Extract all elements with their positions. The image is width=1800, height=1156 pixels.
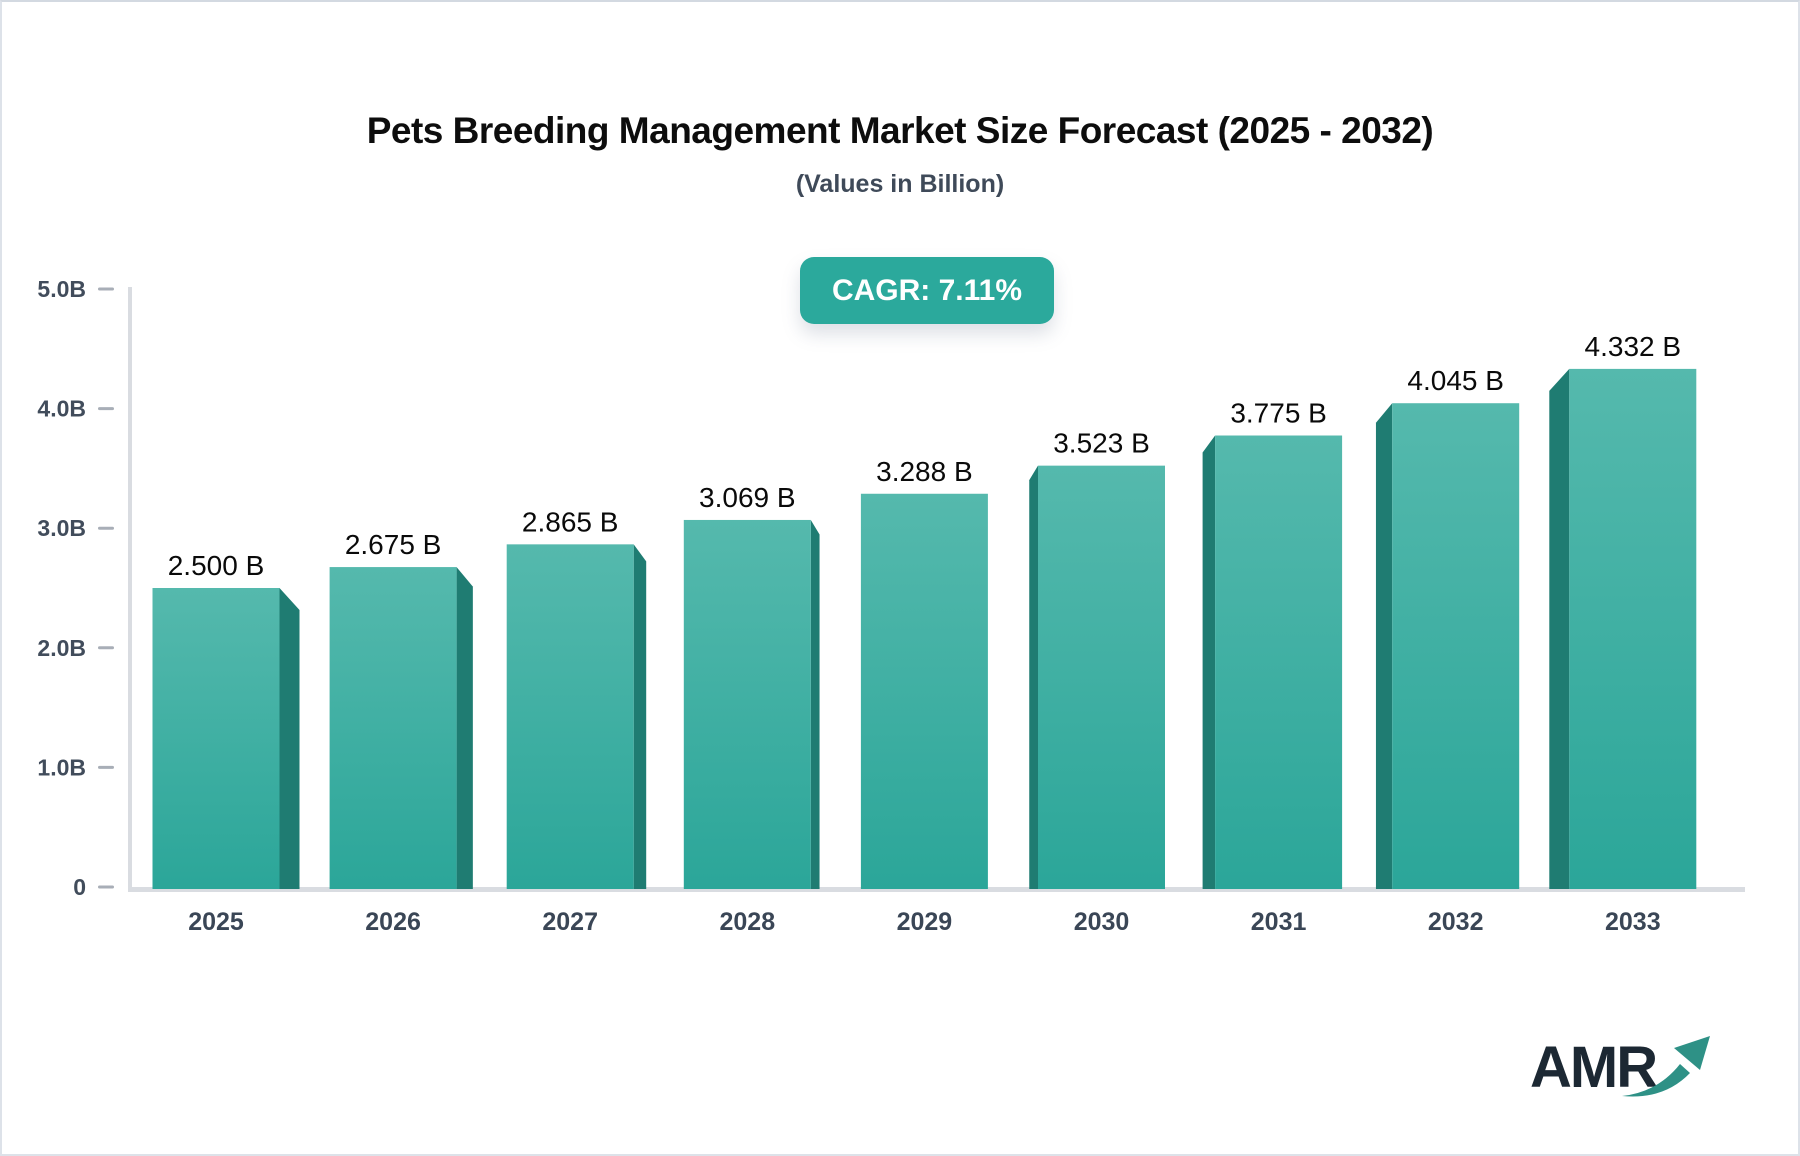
y-tick-label: 3.0B: [37, 515, 86, 541]
x-tick-label: 2029: [897, 908, 953, 936]
chart-subtitle: (Values in Billion): [795, 170, 1005, 198]
x-tick-label: 2026: [365, 908, 421, 936]
bar-side-face: [633, 544, 647, 889]
y-axis-line: [128, 287, 132, 892]
bar-front-face: [1569, 368, 1697, 889]
bar-front-face: [329, 567, 457, 889]
bar-value-label: 3.069 B: [699, 482, 796, 513]
x-tick-label: 2027: [542, 908, 598, 936]
amr-logo: AMR: [1530, 1032, 1720, 1102]
bar-2025: [152, 588, 300, 889]
bar-front-face: [1392, 403, 1520, 889]
x-tick-label: 2030: [1074, 908, 1130, 936]
x-tick-label: 2033: [1605, 908, 1661, 936]
bar-side-face: [810, 519, 820, 889]
bar-front-face: [1038, 465, 1165, 889]
y-tick-mark: [98, 646, 114, 650]
y-tick-label: 2.0B: [37, 635, 86, 661]
chart-title: Pets Breeding Management Market Size For…: [366, 110, 1434, 151]
y-tick-mark: [98, 287, 114, 291]
bar-2031: [1202, 435, 1343, 889]
x-tick-label: 2031: [1251, 908, 1307, 936]
cagr-badge: CAGR: 7.11%: [800, 257, 1054, 324]
y-tick-mark: [98, 407, 114, 411]
y-tick-label: 4.0B: [37, 396, 86, 422]
bar-value-label: 2.865 B: [522, 506, 619, 537]
bar-2030: [1029, 465, 1165, 889]
y-tick-label: 0: [73, 874, 86, 900]
bar-value-label: 4.045 B: [1407, 365, 1504, 396]
y-tick-mark: [98, 526, 114, 530]
bar-2029: [860, 493, 988, 889]
bar-front-face: [860, 493, 988, 889]
bar-side-face: [456, 567, 473, 889]
bar-front-face: [683, 519, 811, 889]
growth-arrow-icon: [1622, 1036, 1710, 1097]
bar-2027: [506, 544, 647, 889]
y-tick-label: 1.0B: [37, 754, 86, 780]
bar-side-face: [1375, 403, 1393, 889]
bar-front-face: [152, 588, 280, 889]
y-tick-label: 5.0B: [37, 276, 86, 302]
x-axis-line: [128, 887, 1745, 892]
bar-side-face: [279, 588, 300, 889]
bar-2032: [1375, 403, 1520, 889]
amr-logo-text: AMR: [1530, 1035, 1658, 1100]
bar-front-face: [1215, 435, 1343, 889]
bar-front-face: [506, 544, 634, 889]
bar-side-face: [1549, 368, 1570, 889]
bar-value-label: 3.523 B: [1053, 428, 1150, 459]
bar-side-face: [1029, 465, 1038, 889]
y-tick-mark: [98, 885, 114, 889]
x-tick-label: 2028: [719, 908, 775, 936]
x-tick-label: 2032: [1428, 908, 1484, 936]
bar-2026: [329, 567, 473, 889]
bar-2033: [1549, 368, 1697, 889]
y-tick-mark: [98, 765, 114, 769]
bar-side-face: [1202, 435, 1216, 889]
bar-value-label: 4.332 B: [1585, 331, 1682, 362]
bar-value-label: 3.775 B: [1230, 398, 1327, 429]
bar-value-label: 3.288 B: [876, 456, 973, 487]
bar-value-label: 2.675 B: [345, 529, 442, 560]
x-tick-label: 2025: [188, 908, 244, 936]
cagr-badge-label: CAGR: 7.11%: [831, 273, 1023, 307]
bar-2028: [683, 519, 820, 889]
bar-value-label: 2.500 B: [168, 550, 265, 581]
